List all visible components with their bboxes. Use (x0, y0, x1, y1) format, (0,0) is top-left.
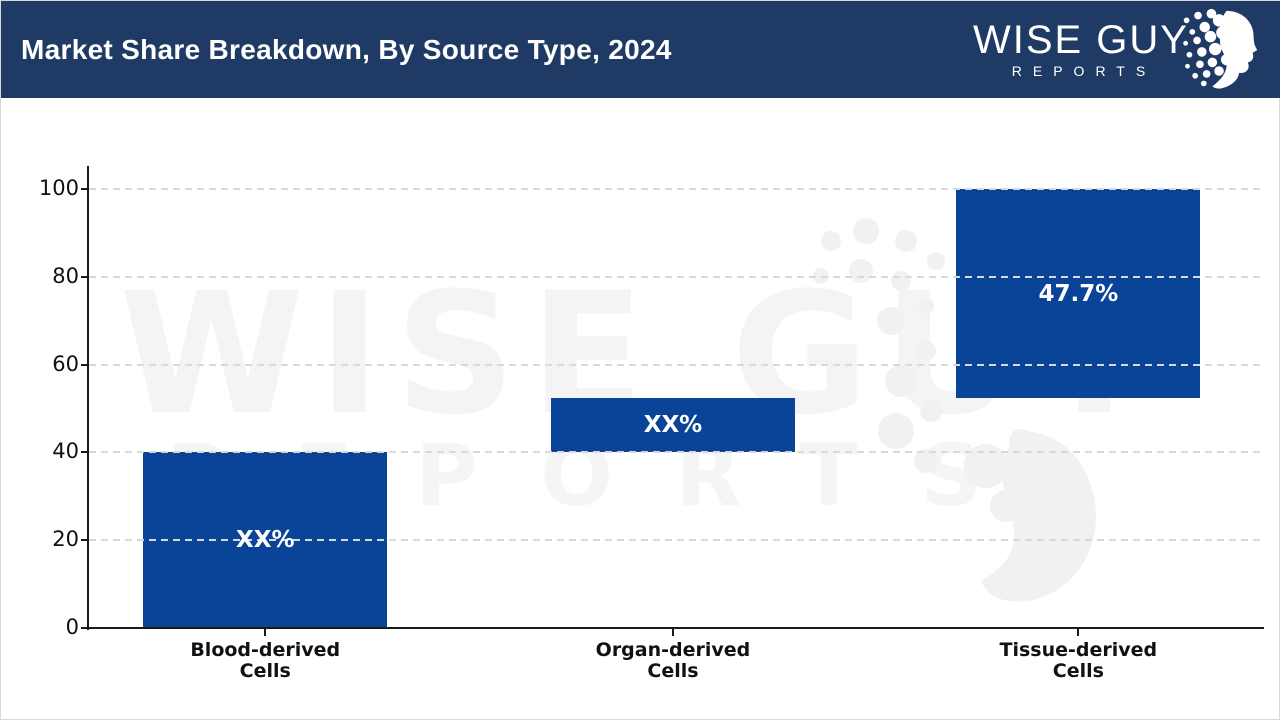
gridline (89, 539, 1264, 542)
y-axis-tick-label: 60 (52, 351, 79, 376)
y-axis-line (87, 166, 89, 630)
y-axis-tick-mark (81, 363, 89, 366)
y-axis-tick-label: 80 (52, 263, 79, 288)
bar-value-label: 47.7% (1038, 280, 1119, 307)
y-axis-tick-mark (81, 539, 89, 542)
y-axis-tick-label: 100 (38, 176, 79, 200)
gridline (89, 188, 1264, 190)
bar (956, 189, 1201, 399)
y-axis-tick-mark (81, 188, 89, 190)
y-axis-tick-label: 40 (52, 439, 79, 464)
x-axis-tick-mark (264, 629, 267, 636)
gridline (89, 451, 1264, 454)
gridline (89, 363, 1264, 366)
brand-logo: WISE GUY REPORTS (973, 7, 1263, 93)
x-axis-category-label: Organ-derived Cells (595, 639, 751, 682)
gridline (89, 275, 1264, 278)
watermark-face-icon (813, 218, 1096, 602)
x-axis-tick-mark (1077, 629, 1080, 636)
x-axis-tick-mark (671, 629, 674, 636)
x-axis-category-label: Blood-derived Cells (190, 639, 341, 682)
page-title: Market Share Breakdown, By Source Type, … (21, 33, 672, 65)
x-axis-category-label: Tissue-derived Cells (999, 639, 1158, 682)
x-axis-line (87, 627, 1264, 629)
brand-subname: REPORTS (1011, 63, 1157, 79)
y-axis-tick-mark (81, 627, 89, 629)
y-axis-tick-mark (81, 451, 89, 454)
y-axis-tick-label: 0 (65, 615, 79, 639)
y-axis-tick-label: 20 (52, 527, 79, 552)
bar-value-label: XX% (235, 527, 295, 554)
bar (550, 398, 795, 453)
y-axis-tick-mark (81, 275, 89, 278)
bar-value-label: XX% (643, 412, 703, 439)
brand-face-icon (1183, 8, 1258, 89)
brand-logo-text: WISE GUY REPORTS (973, 20, 1189, 79)
brand-name: WISE GUY (972, 18, 1189, 62)
header-bar: Market Share Breakdown, By Source Type, … (1, 1, 1280, 98)
